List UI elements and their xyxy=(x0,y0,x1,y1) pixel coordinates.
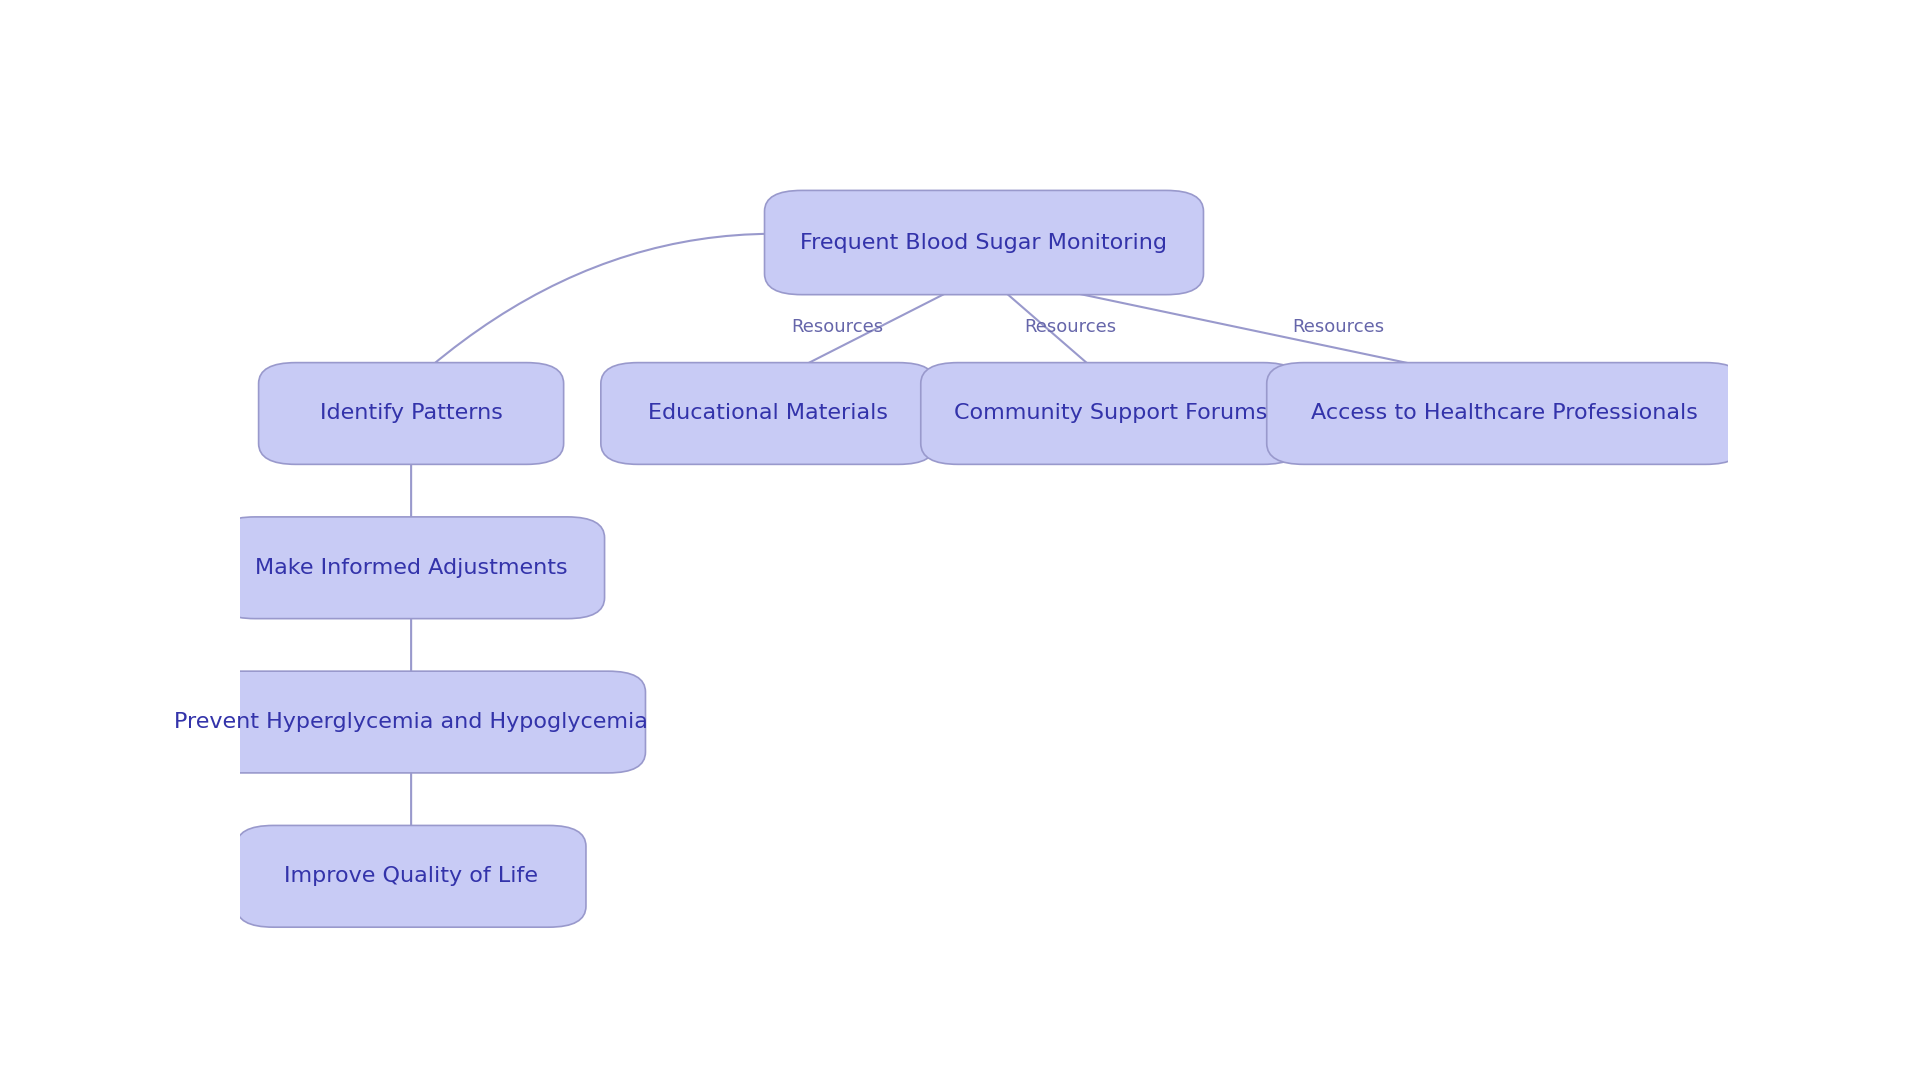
FancyBboxPatch shape xyxy=(1267,363,1743,465)
FancyBboxPatch shape xyxy=(601,363,935,465)
Text: Make Informed Adjustments: Make Informed Adjustments xyxy=(255,558,568,577)
FancyBboxPatch shape xyxy=(217,517,605,618)
Text: Community Support Forums: Community Support Forums xyxy=(954,404,1267,423)
Text: Prevent Hyperglycemia and Hypoglycemia: Prevent Hyperglycemia and Hypoglycemia xyxy=(175,712,649,732)
Text: Resources: Resources xyxy=(1292,318,1384,336)
FancyBboxPatch shape xyxy=(259,363,564,465)
Text: Improve Quality of Life: Improve Quality of Life xyxy=(284,866,538,886)
Text: Identify Patterns: Identify Patterns xyxy=(321,404,503,423)
Text: Educational Materials: Educational Materials xyxy=(649,404,889,423)
FancyBboxPatch shape xyxy=(177,671,645,773)
FancyBboxPatch shape xyxy=(236,825,586,927)
FancyBboxPatch shape xyxy=(764,191,1204,295)
FancyBboxPatch shape xyxy=(922,363,1300,465)
Text: Resources: Resources xyxy=(1023,318,1116,336)
Text: Access to Healthcare Professionals: Access to Healthcare Professionals xyxy=(1311,404,1697,423)
Text: Frequent Blood Sugar Monitoring: Frequent Blood Sugar Monitoring xyxy=(801,233,1167,252)
Text: Resources: Resources xyxy=(791,318,883,336)
